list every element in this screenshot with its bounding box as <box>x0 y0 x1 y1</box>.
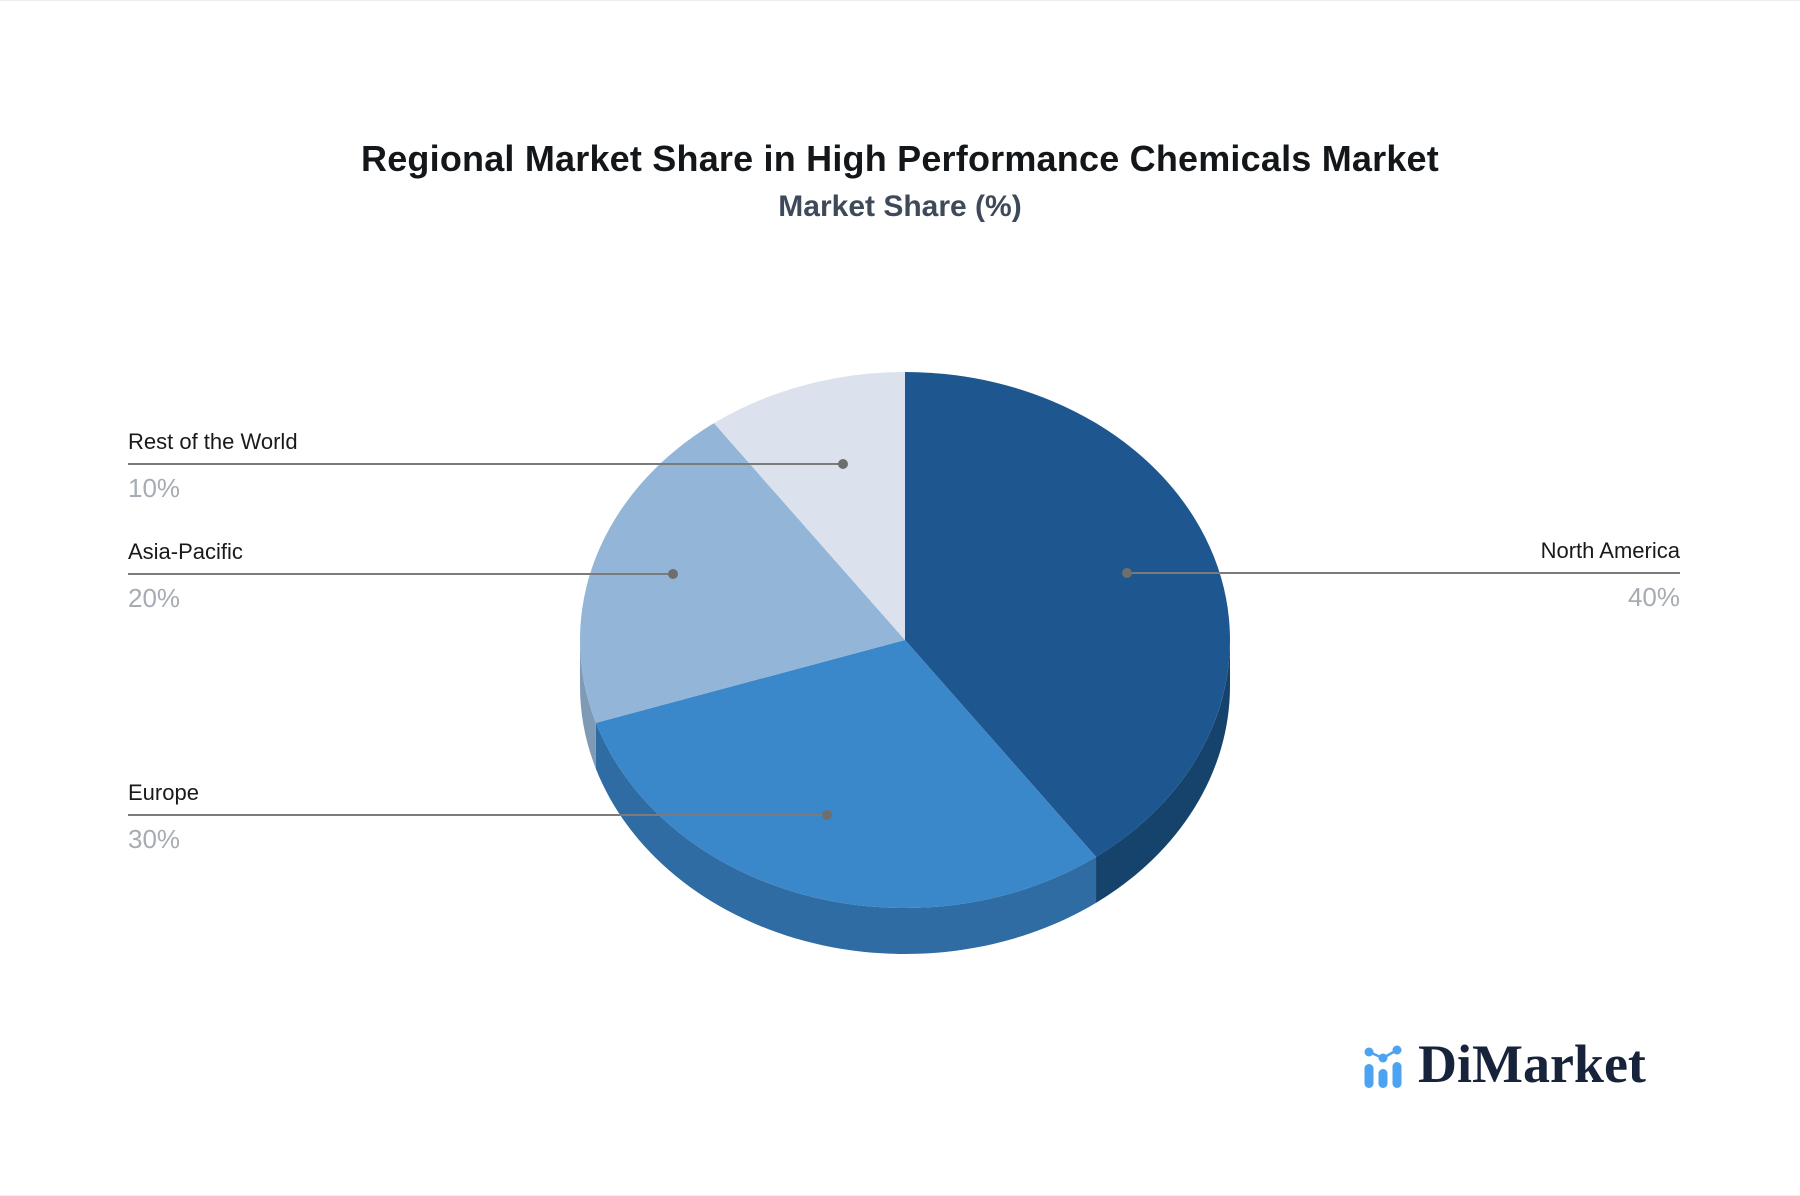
callout-percent: 10% <box>128 473 181 503</box>
pie-slice-rest-of-the-world[interactable] <box>713 372 905 640</box>
bar-line-chart-icon <box>1364 1045 1402 1088</box>
leader-dot-rest-of-the-world <box>838 459 848 469</box>
callout-percent: 40% <box>1627 582 1680 612</box>
callout-percent: 30% <box>128 824 181 854</box>
callout-label: Rest of the World <box>128 429 298 454</box>
pie-slice-side-north-america <box>1096 640 1230 903</box>
callout-percent: 20% <box>128 583 181 613</box>
pie-slice-north-america[interactable] <box>905 372 1231 857</box>
callout-rest-of-the-world: Rest of the World 10% <box>128 429 298 503</box>
pie-slice-asia-pacific[interactable] <box>580 423 905 723</box>
pie-slice-europe[interactable] <box>595 640 1097 909</box>
chart-title: Regional Market Share in High Performanc… <box>361 138 1439 179</box>
callout-label: North America <box>1540 538 1680 563</box>
pie-slice-side-europe <box>595 722 1097 955</box>
pie-slice-side-asia-pacific <box>580 640 596 769</box>
leader-dot-europe <box>822 810 832 820</box>
leader-dot-north-america <box>1122 568 1132 578</box>
callout-north-america: North America 40% <box>1541 538 1680 612</box>
chart-subtitle: Market Share (%) <box>778 190 1022 223</box>
leader-dot-asia-pacific <box>668 569 678 579</box>
callout-asia-pacific: Asia-Pacific 20% <box>128 539 243 613</box>
callout-label: Europe <box>128 780 199 805</box>
callout-label: Asia-Pacific <box>128 539 243 564</box>
callout-europe: Europe 30% <box>128 780 199 854</box>
dimarket-logo-text: DiMarket <box>1418 1034 1646 1094</box>
